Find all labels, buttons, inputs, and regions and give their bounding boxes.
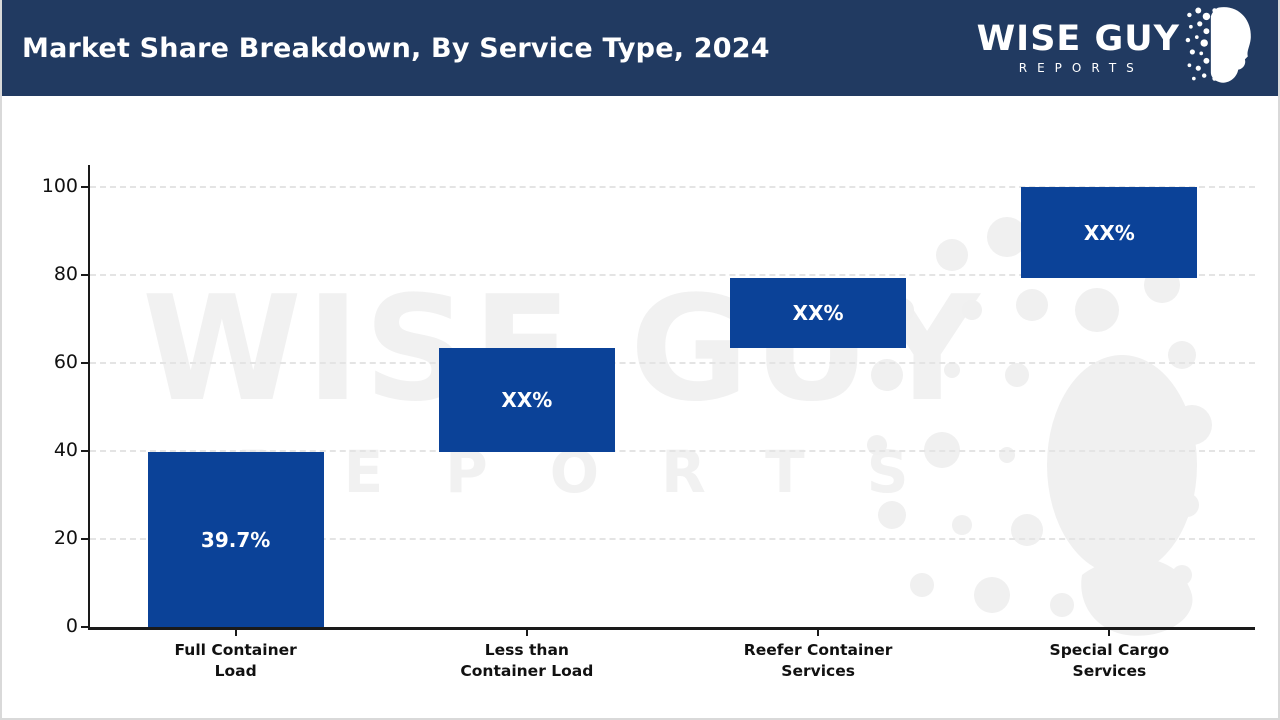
header-bar: Market Share Breakdown, By Service Type,… bbox=[2, 0, 1278, 96]
x-tick bbox=[234, 629, 237, 636]
x-category-label: Full Container Load bbox=[174, 641, 297, 681]
y-tick bbox=[81, 450, 88, 452]
y-tick bbox=[81, 538, 88, 540]
face-profile-icon bbox=[1182, 4, 1256, 92]
y-tick bbox=[81, 362, 88, 364]
y-tick-label: 40 bbox=[53, 439, 78, 461]
y-tick-label: 60 bbox=[53, 351, 78, 373]
bar-2: XX% bbox=[438, 347, 615, 453]
x-tick bbox=[525, 629, 528, 636]
gridline-y60 bbox=[90, 362, 1255, 364]
y-tick bbox=[81, 186, 88, 188]
brand-logo-text: WISE GUY REPORTS bbox=[976, 18, 1180, 75]
brand-name: WISE GUY bbox=[976, 18, 1180, 59]
bar-value-label: XX% bbox=[501, 387, 553, 412]
gridline-y40 bbox=[90, 450, 1255, 452]
y-tick-label: 20 bbox=[53, 527, 78, 549]
brand-subtitle: REPORTS bbox=[1018, 60, 1144, 75]
y-axis-spine bbox=[88, 165, 90, 629]
x-axis-spine bbox=[88, 627, 1255, 630]
x-category-label: Special Cargo Services bbox=[1049, 641, 1170, 681]
gridline-y100 bbox=[90, 186, 1255, 188]
bar-1: 39.7% bbox=[147, 452, 324, 627]
bar-4: XX% bbox=[1021, 187, 1198, 279]
bar-value-label: XX% bbox=[792, 300, 844, 325]
bar-value-label: 39.7% bbox=[200, 527, 271, 552]
y-tick bbox=[81, 626, 88, 628]
x-category-label: Reefer Container Services bbox=[743, 641, 893, 681]
x-category-label: Less than Container Load bbox=[460, 641, 594, 681]
page-title: Market Share Breakdown, By Service Type,… bbox=[22, 32, 770, 64]
x-tick bbox=[817, 629, 820, 636]
y-tick-label: 100 bbox=[41, 175, 78, 197]
y-tick-label: 0 bbox=[65, 615, 78, 637]
gridline-y80 bbox=[90, 274, 1255, 276]
bar-3: XX% bbox=[730, 278, 907, 348]
y-tick bbox=[81, 274, 88, 276]
gridline-y20 bbox=[90, 538, 1255, 540]
brand-logo: WISE GUY REPORTS bbox=[977, 4, 1256, 92]
y-tick-label: 80 bbox=[53, 263, 78, 285]
x-tick bbox=[1108, 629, 1111, 636]
bar-value-label: XX% bbox=[1083, 220, 1135, 245]
